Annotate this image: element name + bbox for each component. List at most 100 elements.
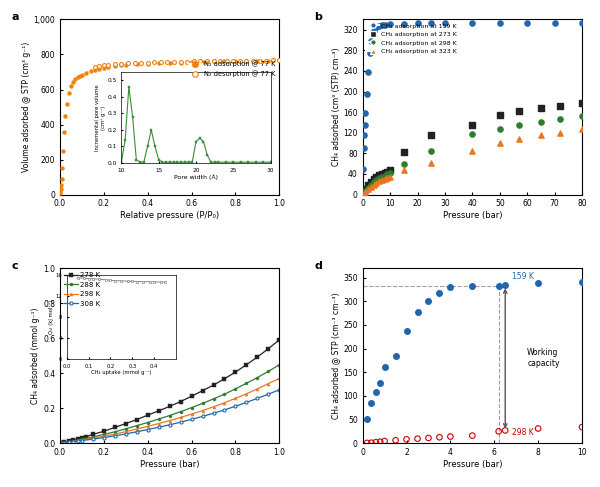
288 K xyxy=(210,396,217,402)
278 K xyxy=(59,440,66,446)
Point xyxy=(424,434,433,442)
298 K xyxy=(254,386,261,392)
Line: 298 K: 298 K xyxy=(59,377,281,445)
Point xyxy=(536,118,545,126)
278 K xyxy=(122,421,130,427)
Point xyxy=(427,159,436,167)
Point xyxy=(577,279,587,286)
308 K xyxy=(74,438,81,444)
278 K xyxy=(265,346,272,352)
278 K xyxy=(58,440,65,446)
298 K xyxy=(232,395,239,401)
Point xyxy=(495,125,505,132)
Point xyxy=(361,188,370,196)
308 K xyxy=(254,395,261,401)
298 K xyxy=(243,391,250,397)
288 K xyxy=(276,362,283,368)
308 K xyxy=(166,422,173,428)
Point xyxy=(555,102,565,110)
288 K xyxy=(155,416,162,422)
278 K xyxy=(232,369,239,375)
308 K xyxy=(70,439,77,445)
278 K xyxy=(243,362,250,368)
Y-axis label: Volume adsorbed @ STP (cm³ g⁻¹): Volume adsorbed @ STP (cm³ g⁻¹) xyxy=(22,42,31,172)
308 K xyxy=(276,387,283,393)
Point xyxy=(371,172,381,180)
Point xyxy=(402,435,412,443)
Point xyxy=(364,68,373,76)
Text: b: b xyxy=(314,13,322,22)
308 K xyxy=(133,429,140,435)
Point xyxy=(359,188,369,196)
288 K xyxy=(199,400,206,406)
288 K xyxy=(254,375,261,380)
Line: 308 K: 308 K xyxy=(59,388,281,445)
Point xyxy=(385,173,395,181)
Point xyxy=(577,112,587,120)
298 K xyxy=(100,433,107,439)
278 K xyxy=(133,416,140,422)
Point xyxy=(514,107,524,114)
Point xyxy=(467,148,477,155)
X-axis label: Pressure (bar): Pressure (bar) xyxy=(140,460,199,469)
278 K xyxy=(89,431,97,437)
Text: 298 K: 298 K xyxy=(512,428,533,437)
Text: 159 K: 159 K xyxy=(512,271,533,281)
Point xyxy=(369,27,379,35)
Point xyxy=(413,19,422,27)
308 K xyxy=(58,440,65,446)
Point xyxy=(362,414,372,422)
288 K xyxy=(65,439,73,445)
278 K xyxy=(79,435,86,441)
Point xyxy=(391,436,400,444)
Point xyxy=(380,175,389,183)
308 K xyxy=(232,403,239,409)
Point xyxy=(380,21,389,29)
Point xyxy=(366,181,376,188)
Point xyxy=(377,170,386,178)
Point xyxy=(467,282,477,290)
Point xyxy=(434,289,444,297)
Point xyxy=(360,121,370,129)
Text: c: c xyxy=(12,261,19,271)
Point xyxy=(427,131,436,139)
Point xyxy=(371,388,380,396)
278 K xyxy=(74,436,81,442)
Point xyxy=(369,178,379,186)
Point xyxy=(358,165,368,173)
Point xyxy=(380,364,389,372)
298 K xyxy=(144,423,151,429)
298 K xyxy=(155,421,162,427)
308 K xyxy=(79,438,86,444)
298 K xyxy=(177,414,184,420)
Point xyxy=(380,171,389,179)
Point xyxy=(362,439,372,447)
Point xyxy=(514,121,524,129)
288 K xyxy=(221,391,228,397)
Point xyxy=(467,19,477,27)
Point xyxy=(536,131,545,139)
Point xyxy=(377,21,386,29)
X-axis label: Pressure (bar): Pressure (bar) xyxy=(443,460,502,469)
288 K xyxy=(58,440,65,446)
Point xyxy=(383,168,392,176)
Point xyxy=(359,144,368,152)
Point xyxy=(359,189,369,197)
Point xyxy=(361,186,370,193)
308 K xyxy=(59,440,66,446)
298 K xyxy=(70,438,77,444)
288 K xyxy=(111,429,118,435)
Point xyxy=(371,179,381,187)
308 K xyxy=(188,416,195,422)
Point xyxy=(536,104,545,112)
278 K xyxy=(188,393,195,399)
288 K xyxy=(122,426,130,432)
308 K xyxy=(199,413,206,419)
Point xyxy=(555,115,565,123)
Point xyxy=(361,109,370,117)
278 K xyxy=(144,412,151,418)
298 K xyxy=(276,375,283,381)
308 K xyxy=(100,434,107,440)
298 K xyxy=(74,438,81,444)
Point xyxy=(402,327,412,335)
